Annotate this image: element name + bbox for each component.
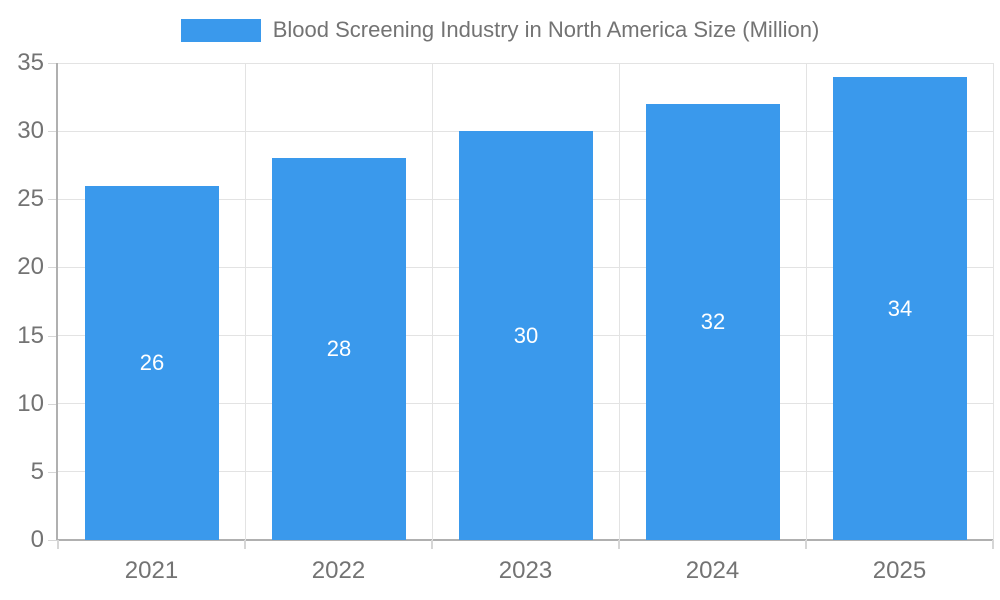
y-axis-tick <box>48 540 58 541</box>
y-axis-tick <box>48 199 58 200</box>
x-axis-tick <box>992 540 994 549</box>
y-axis-tick-label: 30 <box>17 117 44 144</box>
y-axis-tick <box>48 131 58 132</box>
x-axis-tick-label: 2024 <box>685 557 740 584</box>
x-axis-line <box>58 539 993 541</box>
bar-2021[interactable]: 26 <box>85 186 219 540</box>
bar-value-label: 28 <box>326 336 352 361</box>
y-axis-tick-label: 20 <box>17 253 44 280</box>
y-axis-tick-label: 5 <box>30 458 44 485</box>
gridline-vertical <box>432 63 433 540</box>
bar-value-label: 30 <box>513 322 539 348</box>
y-axis-tick <box>48 472 58 473</box>
y-axis-tick-label: 10 <box>17 390 44 417</box>
x-axis-tick-label: 2025 <box>872 557 927 584</box>
y-axis-tick <box>48 404 58 405</box>
bar-2022[interactable]: 28 <box>272 158 406 540</box>
bar-value-label: 34 <box>887 295 913 321</box>
plot-right-border <box>993 63 994 540</box>
y-axis-tick <box>48 336 58 337</box>
x-axis-tick <box>618 540 620 549</box>
x-axis-tick <box>244 540 246 549</box>
gridline-horizontal <box>58 63 993 64</box>
gridline-vertical <box>619 63 620 540</box>
x-axis-tick-label: 2022 <box>311 557 366 584</box>
y-axis-tick-label: 35 <box>17 49 44 76</box>
x-axis-tick <box>431 540 433 549</box>
y-axis-tick-label: 15 <box>17 322 44 349</box>
gridline-vertical <box>806 63 807 540</box>
y-axis-tick <box>48 63 58 64</box>
bar-value-label: 26 <box>139 350 165 375</box>
bar-2024[interactable]: 32 <box>646 104 780 540</box>
bar-2025[interactable]: 34 <box>833 77 967 540</box>
legend: Blood Screening Industry in North Americ… <box>0 17 1000 43</box>
x-axis-tick-label: 2023 <box>498 557 553 584</box>
y-axis-tick-label: 25 <box>17 185 44 212</box>
y-axis-tick <box>48 267 58 268</box>
gridline-vertical <box>245 63 246 540</box>
bar-2023[interactable]: 30 <box>459 131 593 540</box>
x-axis-tick <box>805 540 807 549</box>
legend-swatch <box>180 18 261 42</box>
x-axis-tick <box>57 540 59 549</box>
legend-label: Blood Screening Industry in North Americ… <box>272 17 820 42</box>
y-axis-line <box>56 63 58 540</box>
bar-value-label: 32 <box>700 309 726 334</box>
legend-item[interactable]: Blood Screening Industry in North Americ… <box>180 17 820 43</box>
y-axis-tick-label: 0 <box>30 526 44 553</box>
x-axis-tick-label: 2021 <box>124 557 179 584</box>
